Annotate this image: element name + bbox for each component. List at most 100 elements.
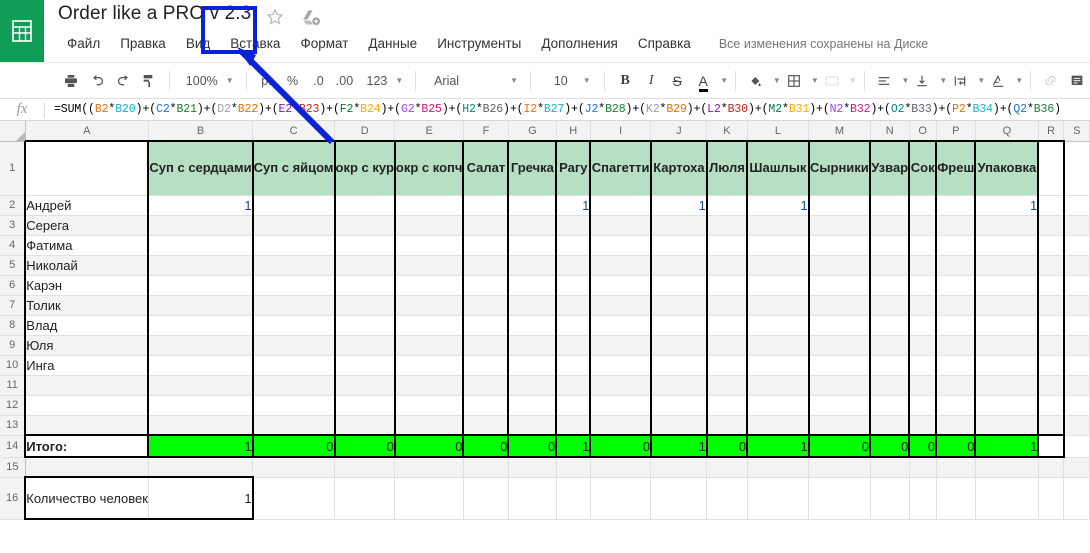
cell-E8[interactable]	[394, 315, 465, 336]
cell-E1[interactable]: окр с копч	[394, 140, 465, 196]
column-header-d[interactable]: D	[334, 121, 396, 142]
table-row[interactable]: 16 Количество человек 1	[0, 476, 1090, 520]
cell-Q5[interactable]	[975, 255, 1040, 276]
row-header-4[interactable]: 4	[0, 235, 26, 256]
cell-P6[interactable]	[936, 275, 977, 296]
insert-link-icon[interactable]	[1038, 68, 1064, 94]
cell-F8[interactable]	[463, 315, 510, 336]
cell-S16[interactable]	[1063, 477, 1090, 520]
cell-O12[interactable]	[909, 395, 938, 416]
cell-J6[interactable]	[650, 275, 708, 296]
cell-M10[interactable]	[808, 355, 872, 376]
cell-J9[interactable]	[650, 335, 708, 356]
cell-A7[interactable]: Толик	[24, 295, 149, 316]
cell-Q14[interactable]: 1	[975, 434, 1040, 458]
row-header-16[interactable]: 16	[0, 477, 26, 520]
chevron-down-icon[interactable]: ▼	[1015, 76, 1024, 85]
cell-A5[interactable]: Николай	[24, 255, 149, 276]
table-row[interactable]: 7 Толик	[0, 295, 1090, 316]
cell-G15[interactable]	[508, 457, 557, 478]
cell-L10[interactable]	[747, 355, 810, 376]
cell-G7[interactable]	[508, 295, 558, 316]
cell-B1[interactable]: Суп с сердцами	[147, 140, 254, 196]
cell-M6[interactable]	[808, 275, 872, 296]
cell-G11[interactable]	[508, 375, 558, 396]
cell-N4[interactable]	[870, 235, 911, 256]
cell-H11[interactable]	[556, 375, 592, 396]
borders-icon[interactable]	[781, 68, 807, 94]
cell-Q11[interactable]	[975, 375, 1040, 396]
cell-F3[interactable]	[463, 215, 510, 236]
cell-E7[interactable]	[394, 295, 465, 316]
cell-S7[interactable]	[1063, 295, 1090, 316]
font-size-selector[interactable]: 10 ▼	[538, 69, 598, 93]
cell-N1[interactable]: Узвар	[870, 140, 911, 196]
column-header-q[interactable]: Q	[975, 121, 1039, 142]
cell-D6[interactable]	[334, 275, 396, 296]
cell-C2[interactable]	[252, 195, 336, 216]
cell-O3[interactable]	[909, 215, 938, 236]
cell-K16[interactable]	[706, 477, 748, 520]
cell-S5[interactable]	[1063, 255, 1090, 276]
cell-C13[interactable]	[252, 415, 336, 436]
italic-button[interactable]: I	[648, 72, 654, 88]
cell-D3[interactable]	[334, 215, 396, 236]
cell-I5[interactable]	[590, 255, 652, 276]
cell-G8[interactable]	[508, 315, 558, 336]
cell-H4[interactable]	[556, 235, 592, 256]
cell-O8[interactable]	[909, 315, 938, 336]
cell-F2[interactable]	[463, 195, 510, 216]
increase-decimal-button[interactable]: .00	[335, 73, 354, 88]
cell-F10[interactable]	[463, 355, 510, 376]
cell-K4[interactable]	[706, 235, 749, 256]
cell-O6[interactable]	[909, 275, 938, 296]
menu-addons[interactable]: Дополнения	[541, 36, 618, 51]
cell-J7[interactable]	[650, 295, 708, 316]
cell-R15[interactable]	[1038, 457, 1065, 478]
cell-E2[interactable]	[394, 195, 465, 216]
cell-H3[interactable]	[556, 215, 592, 236]
cell-G12[interactable]	[508, 395, 558, 416]
cell-O7[interactable]	[909, 295, 938, 316]
column-header-p[interactable]: P	[936, 121, 976, 142]
cell-A14[interactable]: Итого:	[24, 434, 149, 458]
cell-A3[interactable]: Серега	[24, 215, 149, 236]
cell-N15[interactable]	[870, 457, 910, 478]
cell-I6[interactable]	[590, 275, 652, 296]
cell-A12[interactable]	[24, 395, 149, 416]
column-header-e[interactable]: E	[394, 121, 464, 142]
cell-Q4[interactable]	[975, 235, 1040, 256]
cell-R12[interactable]	[1038, 395, 1065, 416]
cell-B6[interactable]	[147, 275, 254, 296]
cell-J14[interactable]: 1	[650, 434, 708, 458]
cell-I15[interactable]	[590, 457, 652, 478]
redo-icon[interactable]	[110, 68, 136, 94]
cell-R14[interactable]	[1038, 434, 1065, 458]
table-row[interactable]: 4 Фатима	[0, 235, 1090, 256]
table-row[interactable]: 9 Юля	[0, 335, 1090, 356]
drive-add-icon[interactable]	[301, 7, 321, 27]
cell-B2[interactable]: 1	[147, 195, 254, 216]
sheet-table[interactable]: A B C D E F G H I J K L M N O P Q R S 1 Суп с сердцами Суп с …	[0, 121, 1090, 520]
cell-F13[interactable]	[463, 415, 510, 436]
cell-H15[interactable]	[556, 457, 591, 478]
cell-J10[interactable]	[650, 355, 708, 376]
cell-E11[interactable]	[394, 375, 465, 396]
cell-E9[interactable]	[394, 335, 465, 356]
cell-Q16[interactable]	[975, 477, 1039, 520]
cell-D10[interactable]	[334, 355, 396, 376]
cell-N8[interactable]	[870, 315, 911, 336]
cell-L4[interactable]	[747, 235, 810, 256]
cell-H5[interactable]	[556, 255, 592, 276]
cell-S2[interactable]	[1063, 195, 1090, 216]
cell-R9[interactable]	[1038, 335, 1065, 356]
insert-comment-icon[interactable]	[1064, 68, 1090, 94]
bold-button[interactable]: B	[620, 72, 630, 88]
column-header-r[interactable]: R	[1038, 121, 1065, 142]
cell-G13[interactable]	[508, 415, 558, 436]
cell-D14[interactable]: 0	[334, 434, 396, 458]
menu-data[interactable]: Данные	[368, 36, 418, 51]
cell-O11[interactable]	[909, 375, 938, 396]
cell-R8[interactable]	[1038, 315, 1065, 336]
cell-F4[interactable]	[463, 235, 510, 256]
